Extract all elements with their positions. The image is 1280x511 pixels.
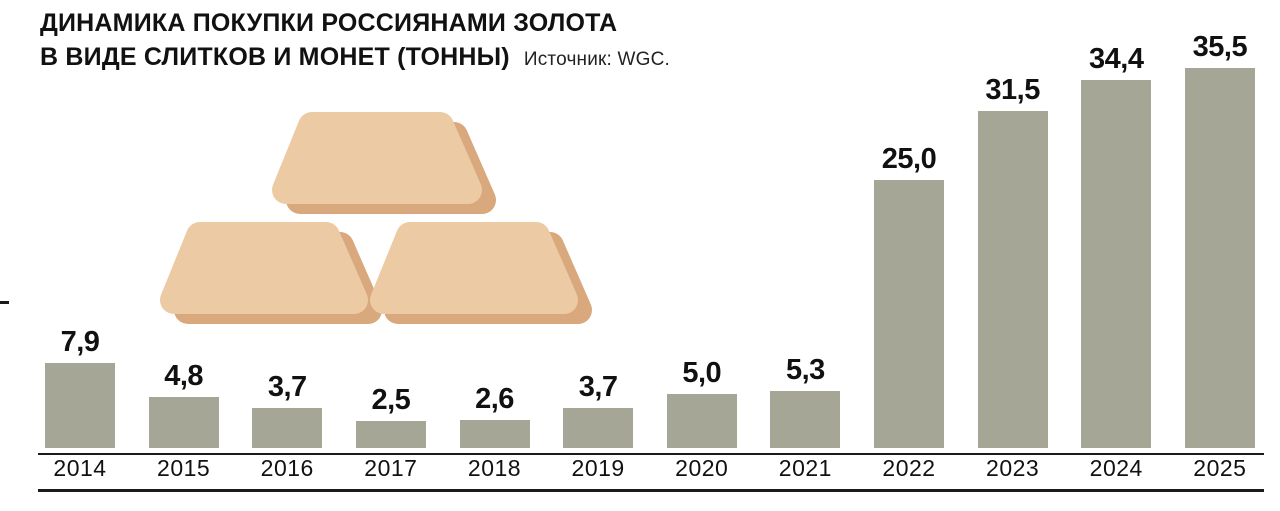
bar-value-label: 3,7 bbox=[267, 371, 307, 403]
year-label: 2019 bbox=[571, 455, 625, 481]
bar bbox=[977, 111, 1048, 448]
bottom-rule bbox=[38, 489, 1264, 492]
bar bbox=[252, 408, 323, 448]
bar-column: 34,4 2024 bbox=[1074, 0, 1158, 511]
year-label: 2020 bbox=[675, 455, 729, 481]
year-label: 2024 bbox=[1089, 455, 1143, 481]
bar-column: 5,0 2020 bbox=[660, 0, 744, 511]
bar bbox=[666, 394, 737, 448]
bar-column: 2,6 2018 bbox=[453, 0, 537, 511]
bar-group: 7,9 2014 4,8 2015 3,7 2016 2,5 2017 2,6 2018 3,7 20… bbox=[38, 0, 1262, 511]
year-label: 2018 bbox=[467, 455, 522, 481]
year-label: 2016 bbox=[260, 455, 314, 481]
bar-value-label: 2,6 bbox=[475, 383, 514, 415]
bar bbox=[45, 363, 115, 448]
bar-column: 25,0 2022 bbox=[867, 0, 951, 511]
year-label: 2017 bbox=[364, 455, 418, 481]
bar-column: 35,5 2025 bbox=[1178, 0, 1262, 511]
bar-value-label: 31,5 bbox=[985, 74, 1040, 106]
year-label: 2014 bbox=[53, 455, 107, 481]
bar-value-label: 3,7 bbox=[578, 371, 618, 403]
year-label: 2015 bbox=[157, 455, 211, 481]
year-label: 2023 bbox=[986, 455, 1040, 481]
year-label: 2022 bbox=[882, 455, 936, 481]
year-label: 2021 bbox=[778, 455, 832, 481]
bar-column: 3,7 2019 bbox=[556, 0, 640, 511]
bar-column: 4,8 2015 bbox=[142, 0, 226, 511]
bar bbox=[874, 180, 944, 448]
bar-value-label: 35,5 bbox=[1192, 31, 1248, 63]
bar-value-label: 4,8 bbox=[164, 360, 204, 392]
gold-ingots-icon bbox=[160, 112, 592, 324]
bar bbox=[459, 420, 530, 448]
year-label: 2025 bbox=[1193, 455, 1247, 481]
bar-column: 2,5 2017 bbox=[349, 0, 433, 511]
bar bbox=[355, 421, 426, 448]
bar-value-label: 7,9 bbox=[60, 326, 100, 358]
chart-header: ДИНАМИКА ПОКУПКИ РОССИЯНАМИ ЗОЛОТА В ВИД… bbox=[40, 6, 670, 74]
bar-value-label: 5,3 bbox=[785, 354, 825, 386]
bar-value-label: 2,5 bbox=[371, 384, 411, 416]
source-label: Источник: WGC. bbox=[523, 49, 671, 70]
chart-title-line2: В ВИДЕ СЛИТКОВ И МОНЕТ (ТОННЫ) bbox=[40, 43, 510, 71]
x-axis-line bbox=[38, 453, 1264, 455]
bar bbox=[148, 397, 219, 448]
bar bbox=[1184, 68, 1255, 448]
bar bbox=[770, 391, 841, 448]
bar-value-label: 34,4 bbox=[1089, 43, 1144, 75]
bar-column: 31,5 2023 bbox=[971, 0, 1055, 511]
bar-value-label: 25,0 bbox=[881, 143, 937, 175]
bar-column: 3,7 2016 bbox=[245, 0, 329, 511]
bar-column: 7,9 2014 bbox=[38, 0, 122, 511]
bar-value-label: 5,0 bbox=[682, 357, 722, 389]
bar bbox=[1081, 80, 1152, 448]
left-axis-tick bbox=[0, 301, 9, 304]
bar-column: 5,3 2021 bbox=[763, 0, 847, 511]
chart-title-line1: ДИНАМИКА ПОКУПКИ РОССИЯНАМИ ЗОЛОТА bbox=[40, 9, 618, 37]
bar bbox=[563, 408, 634, 448]
